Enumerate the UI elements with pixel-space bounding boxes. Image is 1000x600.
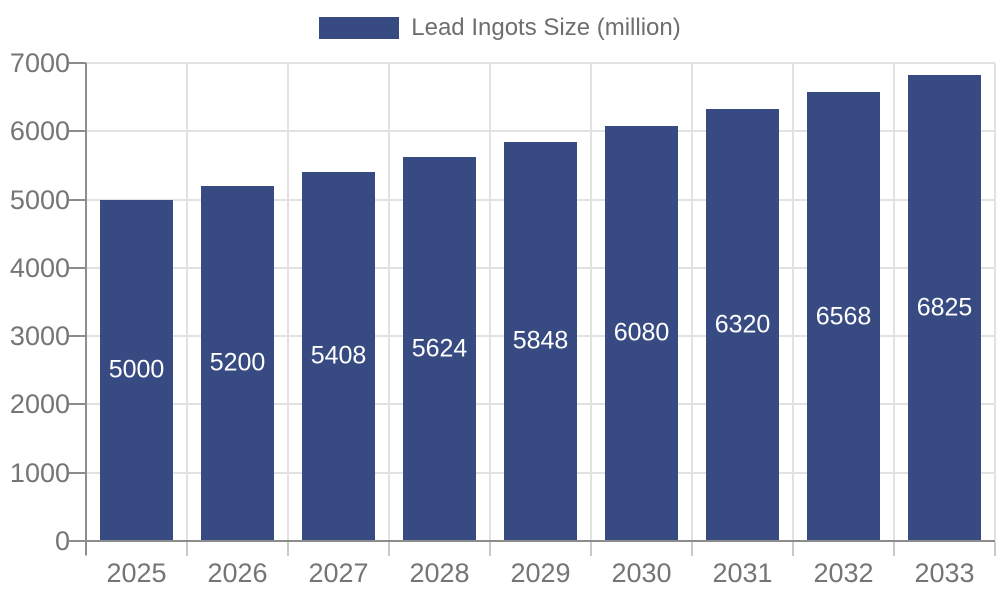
bar-2030[interactable] — [605, 125, 678, 541]
bar-value-label: 5624 — [411, 334, 468, 363]
bar-2033[interactable] — [908, 74, 981, 541]
y-axis-tick — [69, 540, 86, 542]
gridline-vertical — [287, 63, 289, 541]
gridline-vertical — [489, 63, 491, 541]
y-axis-tick — [69, 335, 86, 338]
x-tick-label: 2031 — [712, 558, 773, 588]
legend-swatch — [319, 17, 400, 39]
bar-value-label: 6825 — [916, 293, 973, 322]
y-axis-tick — [69, 403, 86, 406]
y-axis-line — [85, 63, 87, 555]
y-tick-label: 1000 — [9, 457, 70, 488]
gridline-vertical — [994, 63, 996, 541]
y-axis-tick — [69, 198, 86, 201]
y-tick-label: 6000 — [9, 116, 70, 147]
gridline-vertical — [893, 63, 895, 541]
x-axis-tick — [590, 542, 592, 556]
legend-item[interactable]: Lead Ingots Size (million) — [0, 14, 1000, 42]
gridline-vertical — [186, 63, 188, 541]
x-tick-label: 2030 — [611, 558, 672, 588]
x-tick-label: 2026 — [207, 558, 268, 588]
gridline-vertical — [691, 63, 693, 541]
legend-label: Lead Ingots Size (million) — [411, 14, 681, 41]
y-tick-label: 0 — [54, 526, 70, 556]
x-axis-tick — [489, 542, 491, 556]
gridline-horizontal — [86, 62, 995, 64]
x-tick-label: 2033 — [914, 558, 975, 588]
x-axis-tick — [792, 542, 794, 556]
y-tick-label: 3000 — [9, 321, 70, 352]
x-tick-label: 2032 — [813, 558, 874, 588]
x-axis-tick — [691, 542, 693, 556]
bar-value-label: 5848 — [512, 326, 569, 355]
x-axis-tick — [388, 542, 390, 556]
x-axis-tick — [994, 542, 996, 556]
bar-2032[interactable] — [807, 92, 880, 541]
y-axis-tick — [69, 266, 86, 269]
bar-2029[interactable] — [504, 141, 577, 541]
y-tick-label: 2000 — [9, 389, 70, 420]
x-tick-label: 2027 — [308, 558, 369, 588]
bar-value-label: 6320 — [714, 310, 771, 339]
x-tick-label: 2028 — [409, 558, 470, 588]
bar-2031[interactable] — [706, 109, 779, 541]
gridline-vertical — [792, 63, 794, 541]
bar-value-label: 5408 — [310, 341, 367, 370]
y-tick-label: 4000 — [9, 252, 70, 283]
bar-value-label: 5200 — [209, 348, 266, 377]
bar-value-label: 5000 — [108, 355, 165, 384]
x-axis-tick — [287, 542, 289, 556]
x-tick-label: 2025 — [106, 558, 167, 588]
bar-value-label: 6568 — [815, 302, 872, 331]
plot-area: 5000 5200 5408 5624 5848 6080 6320 6568 6825 — [86, 62, 996, 541]
gridline-horizontal — [86, 130, 995, 133]
bar-2026[interactable] — [201, 185, 274, 541]
y-tick-label: 5000 — [9, 184, 70, 215]
y-axis-tick — [69, 130, 86, 133]
y-axis-tick — [69, 471, 86, 474]
x-axis-tick — [186, 542, 188, 556]
gridline-vertical — [388, 63, 390, 541]
y-axis-tick — [69, 62, 86, 64]
x-tick-label: 2029 — [510, 558, 571, 588]
x-axis-tick — [893, 542, 895, 556]
gridline-vertical — [590, 63, 592, 541]
bar-value-label: 6080 — [613, 318, 670, 347]
x-axis-line — [68, 540, 995, 542]
y-tick-label: 7000 — [9, 48, 70, 78]
bar-2027[interactable] — [302, 171, 375, 541]
bar-2028[interactable] — [403, 156, 476, 541]
bar-2025[interactable] — [100, 199, 173, 541]
